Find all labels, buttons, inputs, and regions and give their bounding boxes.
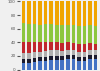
Bar bbox=[38, 42, 42, 52]
Bar bbox=[27, 53, 31, 59]
Bar bbox=[55, 42, 58, 50]
Bar bbox=[55, 60, 58, 70]
Bar bbox=[88, 1, 92, 25]
Bar bbox=[83, 57, 86, 61]
Bar bbox=[27, 59, 31, 63]
Bar bbox=[38, 25, 42, 42]
Bar bbox=[60, 51, 64, 56]
Bar bbox=[72, 59, 75, 70]
Bar bbox=[33, 52, 36, 58]
Bar bbox=[27, 1, 31, 24]
Bar bbox=[66, 42, 70, 50]
Bar bbox=[83, 52, 86, 57]
Bar bbox=[94, 59, 98, 70]
Bar bbox=[66, 55, 70, 59]
Bar bbox=[77, 61, 81, 70]
Bar bbox=[77, 52, 81, 57]
Bar bbox=[94, 50, 98, 55]
Bar bbox=[55, 56, 58, 60]
Bar bbox=[44, 61, 47, 70]
Bar bbox=[55, 1, 58, 25]
Bar bbox=[27, 63, 31, 70]
Bar bbox=[44, 42, 47, 51]
Bar bbox=[66, 1, 70, 25]
Bar bbox=[88, 59, 92, 70]
Bar bbox=[83, 44, 86, 52]
Bar bbox=[44, 57, 47, 61]
Bar bbox=[88, 25, 92, 43]
Bar bbox=[49, 42, 53, 50]
Bar bbox=[49, 50, 53, 56]
Bar bbox=[72, 50, 75, 55]
Bar bbox=[22, 63, 25, 70]
Bar bbox=[77, 1, 81, 26]
Bar bbox=[38, 52, 42, 57]
Bar bbox=[77, 57, 81, 61]
Bar bbox=[27, 42, 31, 53]
Bar bbox=[60, 25, 64, 43]
Bar bbox=[88, 55, 92, 59]
Bar bbox=[94, 44, 98, 50]
Bar bbox=[22, 42, 25, 53]
Bar bbox=[49, 56, 53, 60]
Bar bbox=[33, 1, 36, 24]
Bar bbox=[38, 1, 42, 25]
Bar bbox=[27, 24, 31, 42]
Bar bbox=[83, 1, 86, 26]
Bar bbox=[44, 51, 47, 57]
Bar bbox=[38, 61, 42, 70]
Bar bbox=[38, 57, 42, 61]
Bar bbox=[77, 26, 81, 44]
Bar bbox=[60, 56, 64, 60]
Bar bbox=[88, 50, 92, 55]
Bar bbox=[22, 1, 25, 23]
Bar bbox=[72, 43, 75, 50]
Bar bbox=[22, 53, 25, 59]
Bar bbox=[72, 1, 75, 25]
Bar bbox=[55, 25, 58, 42]
Bar bbox=[66, 59, 70, 70]
Bar bbox=[77, 44, 81, 52]
Bar bbox=[44, 24, 47, 42]
Bar bbox=[60, 43, 64, 51]
Bar bbox=[49, 1, 53, 24]
Bar bbox=[94, 1, 98, 26]
Bar bbox=[72, 25, 75, 43]
Bar bbox=[33, 62, 36, 70]
Bar bbox=[55, 50, 58, 56]
Bar bbox=[72, 55, 75, 59]
Bar bbox=[66, 50, 70, 55]
Bar bbox=[49, 60, 53, 70]
Bar bbox=[88, 43, 92, 50]
Bar bbox=[94, 26, 98, 44]
Bar bbox=[33, 24, 36, 42]
Bar bbox=[44, 1, 47, 24]
Bar bbox=[22, 59, 25, 63]
Bar bbox=[60, 1, 64, 25]
Bar bbox=[83, 61, 86, 70]
Bar bbox=[33, 58, 36, 62]
Bar bbox=[83, 26, 86, 44]
Bar bbox=[33, 42, 36, 52]
Bar bbox=[49, 24, 53, 42]
Bar bbox=[94, 55, 98, 59]
Bar bbox=[22, 23, 25, 42]
Bar bbox=[60, 60, 64, 70]
Bar bbox=[66, 25, 70, 42]
